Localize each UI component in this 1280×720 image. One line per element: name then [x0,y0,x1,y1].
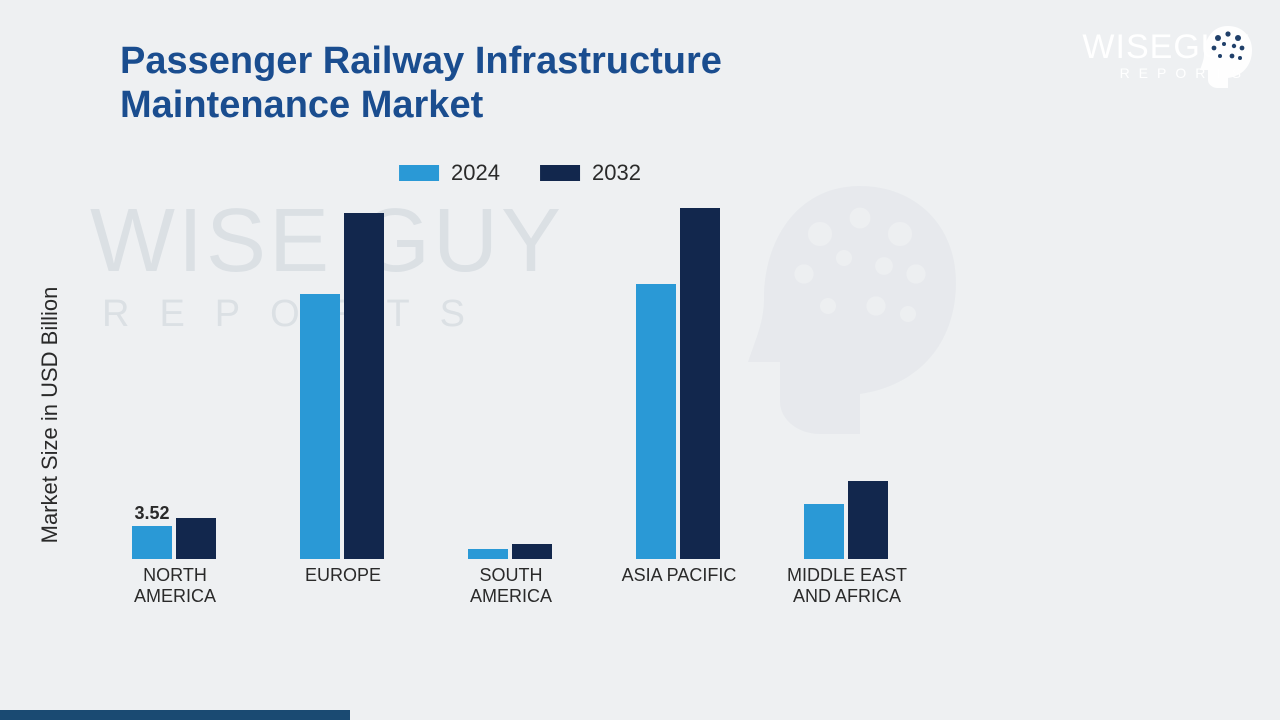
bar-2032 [512,544,552,559]
bar-2032 [848,481,888,559]
bar-group: 3.52 [130,200,220,559]
bar-group [634,200,724,559]
legend-swatch-2032 [540,165,580,181]
bar-2024 [804,504,844,559]
chart-legend: 2024 2032 [399,160,641,186]
bar-2024 [636,284,676,559]
bar-2024 [300,294,340,559]
bar-2024: 3.52 [132,526,172,559]
y-axis-label: Market Size in USD Billion [37,287,63,544]
bar-2032 [344,213,384,559]
bar-2032 [680,208,720,559]
brand-logo: WISEGUY REPORTS [1082,28,1250,81]
category-label: SOUTH AMERICA [446,565,576,606]
bar-2024 [468,549,508,559]
legend-item-2024: 2024 [399,160,500,186]
category-label: MIDDLE EAST AND AFRICA [782,565,912,606]
head-icon [1196,22,1260,92]
legend-item-2032: 2032 [540,160,641,186]
chart-title: Passenger Railway Infrastructure Mainten… [120,40,820,127]
bar-group [466,200,556,559]
chart-container: Market Size in USD Billion 2024 2032 3.5… [60,160,980,670]
page-root: WISEGUY REPORTS WISE GUY REPORTS Passeng… [0,0,1280,720]
category-label: ASIA PACIFIC [614,565,744,586]
bottom-accent-stripe [0,710,350,720]
legend-label-2024: 2024 [451,160,500,186]
category-label: EUROPE [278,565,408,586]
category-labels-row: NORTH AMERICAEUROPESOUTH AMERICAASIA PAC… [120,565,980,670]
category-label: NORTH AMERICA [110,565,240,606]
bar-value-label: 3.52 [134,503,169,524]
logo-text-wise: WISE [1082,28,1173,66]
bar-group [802,200,892,559]
chart-plot-area: 3.52 [120,200,980,560]
legend-swatch-2024 [399,165,439,181]
bar-2032 [176,518,216,559]
legend-label-2032: 2032 [592,160,641,186]
bar-group [298,200,388,559]
